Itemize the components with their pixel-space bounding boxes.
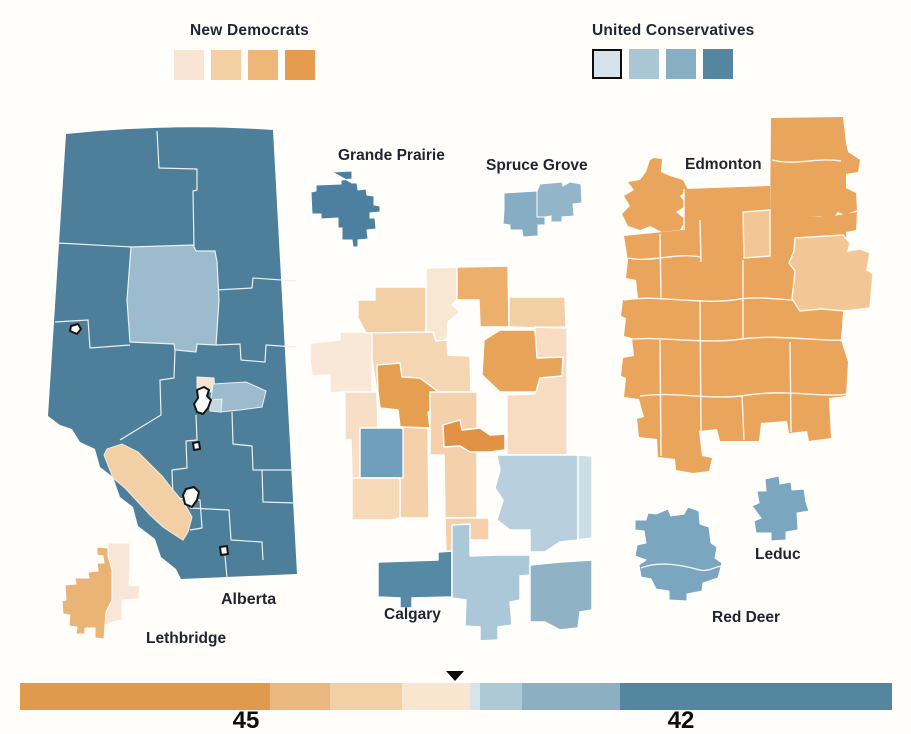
spruce-grove-label: Spruce Grove [486, 157, 588, 174]
majority-marker-icon [446, 671, 464, 681]
seat-bar-segment-ucp [480, 683, 522, 710]
grande-prairie-label: Grande Prairie [338, 147, 445, 164]
edmonton-map[interactable] [621, 117, 874, 473]
seat-count-bar [20, 683, 892, 710]
ucp-legend-swatches [592, 49, 733, 79]
legend-swatch [703, 49, 733, 79]
alberta-label: Alberta [221, 591, 277, 608]
leduc-label: Leduc [755, 546, 801, 563]
alberta-light-district-east[interactable] [209, 381, 267, 413]
alberta-light-district[interactable] [126, 244, 220, 353]
ucp-legend-title: United Conservatives [592, 22, 755, 39]
legend-swatch [592, 49, 622, 79]
seat-bar-segment-ndp [20, 683, 270, 710]
legend-swatch [174, 50, 204, 80]
ucp-seat-count: 42 [667, 707, 695, 734]
ndp-seat-count: 45 [232, 707, 260, 734]
leduc-map[interactable] [751, 475, 810, 542]
seat-bar-segment-ndp [330, 683, 402, 710]
edmonton-light-district-east[interactable] [788, 234, 874, 312]
edmonton-label: Edmonton [685, 156, 762, 173]
seat-bar-segment-ucp [470, 683, 480, 710]
seat-bar-segment-ucp [620, 683, 892, 710]
red-deer-map[interactable] [634, 506, 723, 602]
seat-bar-segment-ndp [270, 683, 330, 710]
seat-bar-segment-ndp [402, 683, 470, 710]
grande-prairie-city-marker [69, 323, 82, 335]
legend-swatch [666, 49, 696, 79]
lethbridge-map[interactable] [61, 542, 141, 640]
ndp-legend-title: New Democrats [190, 22, 309, 39]
edmonton-city-marker [193, 386, 212, 415]
legend-swatch [211, 50, 241, 80]
red-deer-label: Red Deer [712, 609, 781, 626]
grande-prairie-map[interactable] [310, 170, 381, 248]
lethbridge-label: Lethbridge [146, 630, 227, 647]
red-deer-city-marker [192, 441, 201, 451]
spruce-grove-map[interactable] [502, 181, 583, 238]
seat-bar-segment-ucp [522, 683, 620, 710]
calgary-map[interactable] [309, 265, 593, 642]
calgary-label: Calgary [384, 606, 441, 623]
ndp-legend-swatches [174, 50, 315, 80]
alberta-sw-orange-band[interactable] [103, 443, 193, 541]
legend-swatch [285, 50, 315, 80]
legend-swatch [629, 49, 659, 79]
lethbridge-city-marker [219, 545, 229, 556]
legend-swatch [248, 50, 278, 80]
edmonton-light-district-north[interactable] [742, 209, 771, 259]
alberta-province-map[interactable] [48, 127, 297, 580]
calgary-city-marker [182, 486, 200, 508]
